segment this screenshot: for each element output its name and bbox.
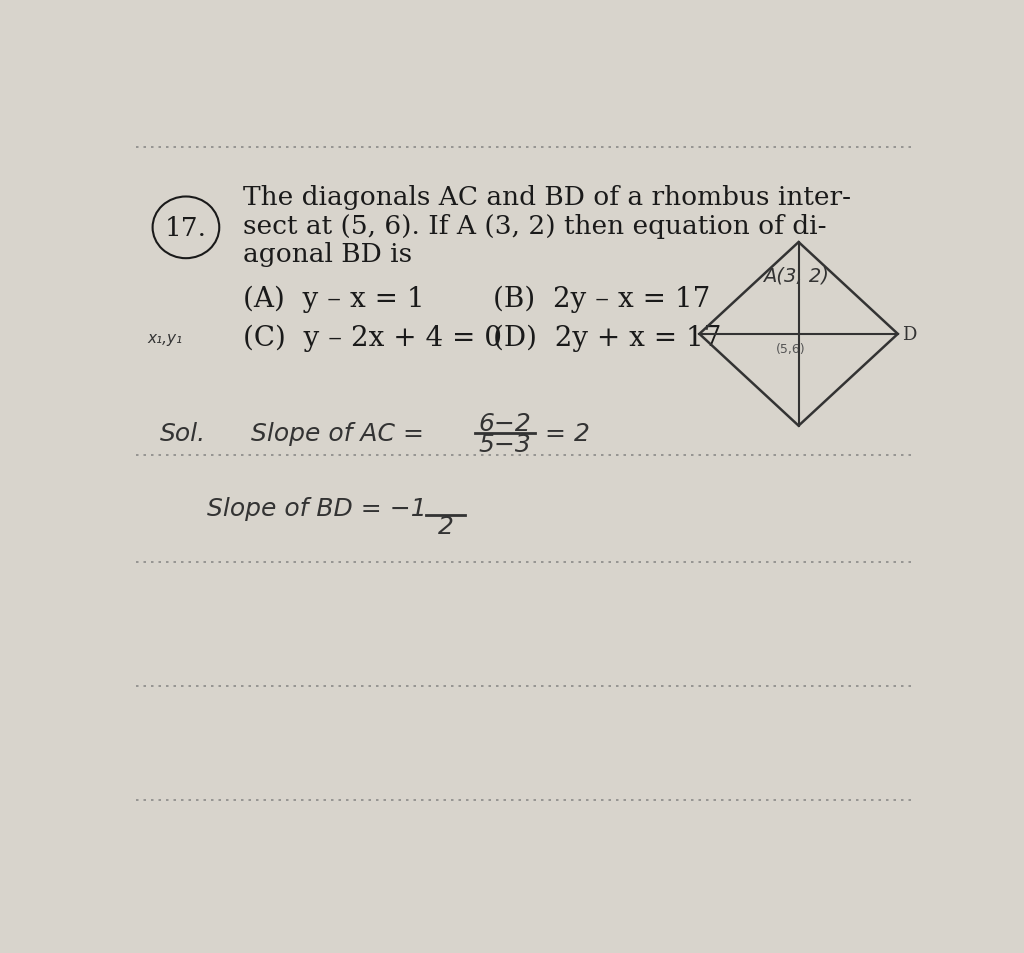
Text: (D)  2y + x = 17: (D) 2y + x = 17: [494, 325, 722, 352]
Text: agonal BD is: agonal BD is: [243, 242, 413, 267]
Text: x₁,y₁: x₁,y₁: [147, 331, 183, 346]
Text: sect at (5, 6). If A (3, 2) then equation of di-: sect at (5, 6). If A (3, 2) then equatio…: [243, 213, 826, 238]
Text: 6−2: 6−2: [478, 412, 531, 436]
Text: A(3, 2): A(3, 2): [763, 266, 828, 285]
Text: Slope of BD = −1: Slope of BD = −1: [207, 497, 427, 520]
Text: (B)  2y – x = 17: (B) 2y – x = 17: [494, 286, 711, 313]
Text: Sol.: Sol.: [160, 421, 206, 446]
Text: 17.: 17.: [165, 215, 207, 240]
Text: Slope of AC =: Slope of AC =: [251, 421, 432, 446]
Text: = 2: = 2: [545, 421, 590, 446]
Text: (C)  y – 2x + 4 = 0: (C) y – 2x + 4 = 0: [243, 325, 502, 352]
Text: (A)  y – x = 1: (A) y – x = 1: [243, 286, 425, 313]
Text: (5,6): (5,6): [776, 343, 806, 355]
Text: The diagonals AC and BD of a rhombus inter-: The diagonals AC and BD of a rhombus int…: [243, 185, 851, 210]
Text: 5−3: 5−3: [478, 433, 531, 456]
Text: 2: 2: [437, 515, 454, 538]
Text: D: D: [902, 326, 916, 343]
